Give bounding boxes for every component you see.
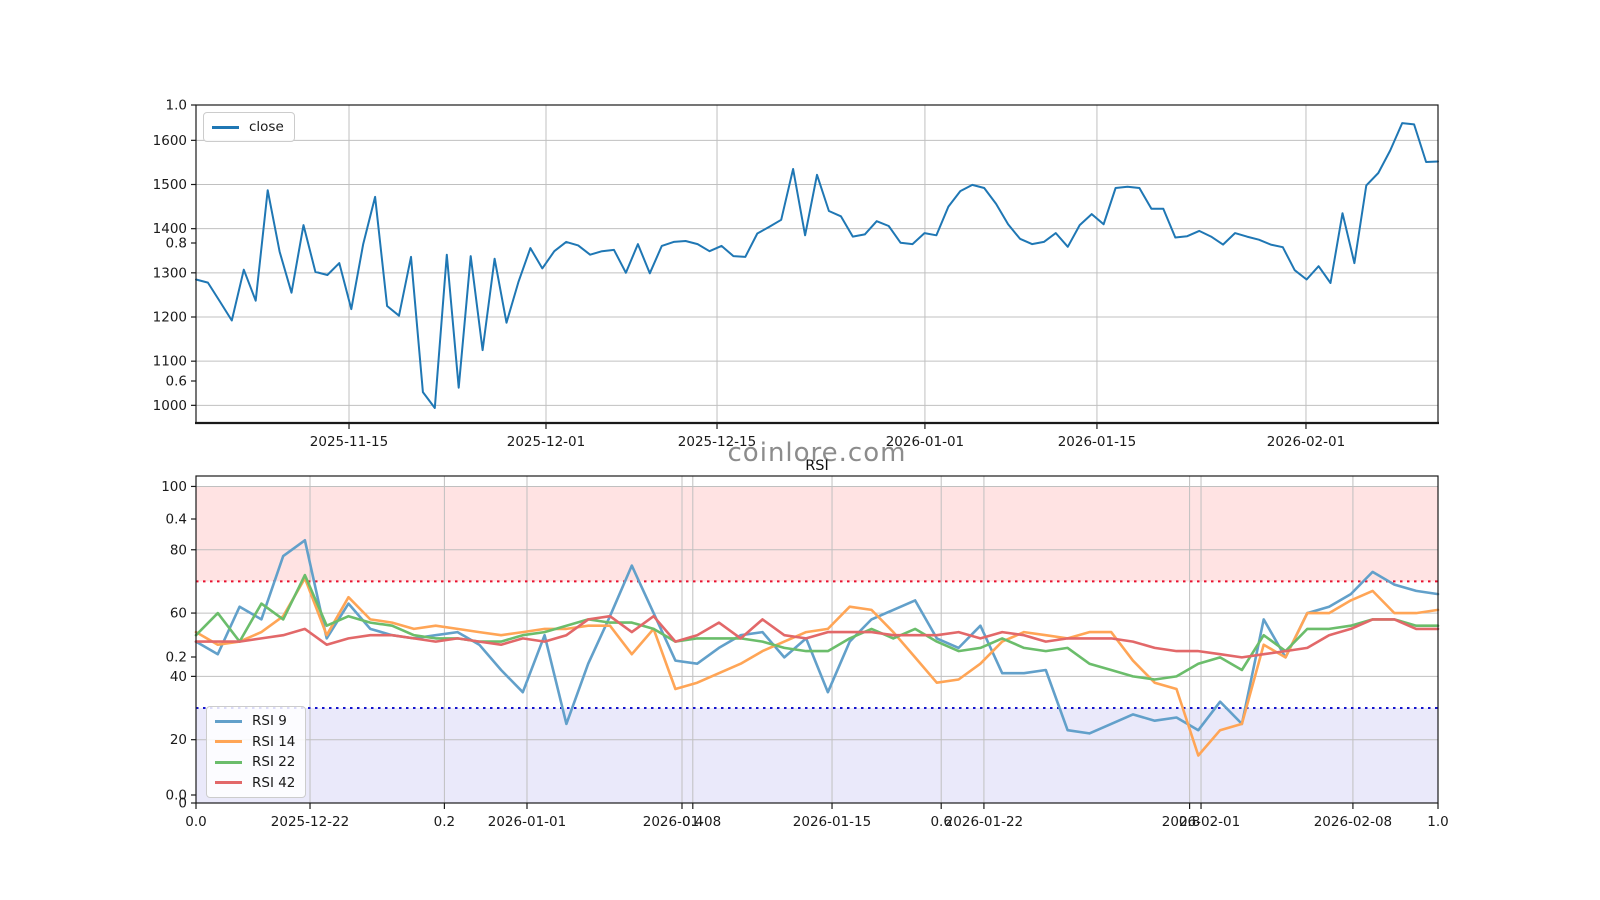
overlay-x-tick-label: 0.2: [434, 814, 455, 830]
date-tick-label: 2026-02-01: [1267, 434, 1345, 450]
date-tick-label: 2026-01-01: [886, 434, 964, 450]
date-tick-label: 2025-11-15: [310, 434, 388, 450]
legend-label: RSI 14: [252, 733, 296, 750]
price-tick-label: 1400: [153, 221, 187, 237]
price-tick-label: 1200: [153, 310, 187, 326]
date-tick-label: 2025-12-22: [271, 814, 349, 830]
rsi-14-line: [194, 576, 1440, 757]
rsi-panel-title: RSI: [805, 458, 829, 474]
rsi-tick-label: 100: [161, 479, 187, 495]
legend-item-rsi14: RSI 14: [215, 732, 295, 753]
legend-item-rsi42: RSI 42: [215, 773, 295, 794]
price-tick-label: 1100: [153, 354, 187, 370]
rsi-42-line-swatch: [215, 781, 242, 785]
date-tick-label: 2026-01-08: [643, 814, 721, 830]
overlay-y-tick-label: 0.8: [166, 236, 187, 252]
date-tick-label: 2026-01-22: [945, 814, 1023, 830]
price-tick-label: 1300: [153, 265, 187, 281]
close-line: [195, 122, 1439, 409]
overlay-x-tick-label: 1.0: [1427, 814, 1448, 830]
watermark: coinlore.com: [727, 438, 907, 468]
overlay-y-tick-label: 0.4: [166, 512, 187, 528]
overlay-y-tick-label: 1.0: [166, 98, 187, 114]
legend-item-rsi9: RSI 9: [215, 711, 295, 732]
oversold-band: [196, 708, 1438, 803]
close-line-swatch: [212, 125, 239, 129]
price-tick-label: 1500: [153, 177, 187, 193]
overlay-y-tick-label: 0.6: [166, 374, 187, 390]
overlay-x-tick-label: 0.4: [682, 814, 703, 830]
legend-item-close: close: [212, 117, 284, 137]
date-tick-label: 2026-01-15: [793, 814, 871, 830]
rsi-tick-label: 60: [170, 606, 187, 622]
overbought-band: [196, 486, 1438, 582]
legend-label: RSI 42: [252, 774, 296, 791]
overlay-x-tick-label: 0.0: [185, 814, 206, 830]
rsi-legend: RSI 9 RSI 14 RSI 22 RSI 42: [206, 706, 307, 798]
rsi-tick-label: 20: [170, 732, 187, 748]
rsi-22-line: [194, 573, 1440, 681]
date-tick-label: 2026-02-01: [1162, 814, 1240, 830]
price-tick-label: 1600: [153, 133, 187, 149]
price-legend: close: [203, 112, 295, 142]
overlay-x-tick-label: 0.6: [930, 814, 951, 830]
legend-item-rsi22: RSI 22: [215, 752, 295, 773]
rsi-42-line: [194, 614, 1440, 659]
overlay-y-tick-label: 0.0: [166, 788, 187, 804]
overlay-y-tick-label: 0.2: [166, 650, 187, 666]
date-tick-label: 2025-12-01: [507, 434, 585, 450]
rsi-tick-label: 80: [170, 542, 187, 558]
price-tick-label: 1000: [153, 398, 187, 414]
rsi-panel-spine: [195, 475, 1439, 804]
date-tick-label: 2026-01-15: [1058, 434, 1136, 450]
rsi-tick-label: 0: [178, 796, 187, 812]
rsi-9-line-swatch: [215, 719, 242, 723]
rsi-14-line-swatch: [215, 740, 242, 744]
overlay-x-tick-label: 0.8: [1179, 814, 1200, 830]
date-tick-label: 2026-01-01: [488, 814, 566, 830]
rsi-tick-label: 40: [170, 669, 187, 685]
legend-label: RSI 22: [252, 754, 296, 771]
legend-label: close: [249, 119, 284, 135]
legend-label: RSI 9: [252, 713, 287, 730]
date-tick-label: 2026-02-08: [1314, 814, 1392, 830]
date-tick-label: 2025-12-15: [678, 434, 756, 450]
rsi-22-line-swatch: [215, 760, 242, 764]
